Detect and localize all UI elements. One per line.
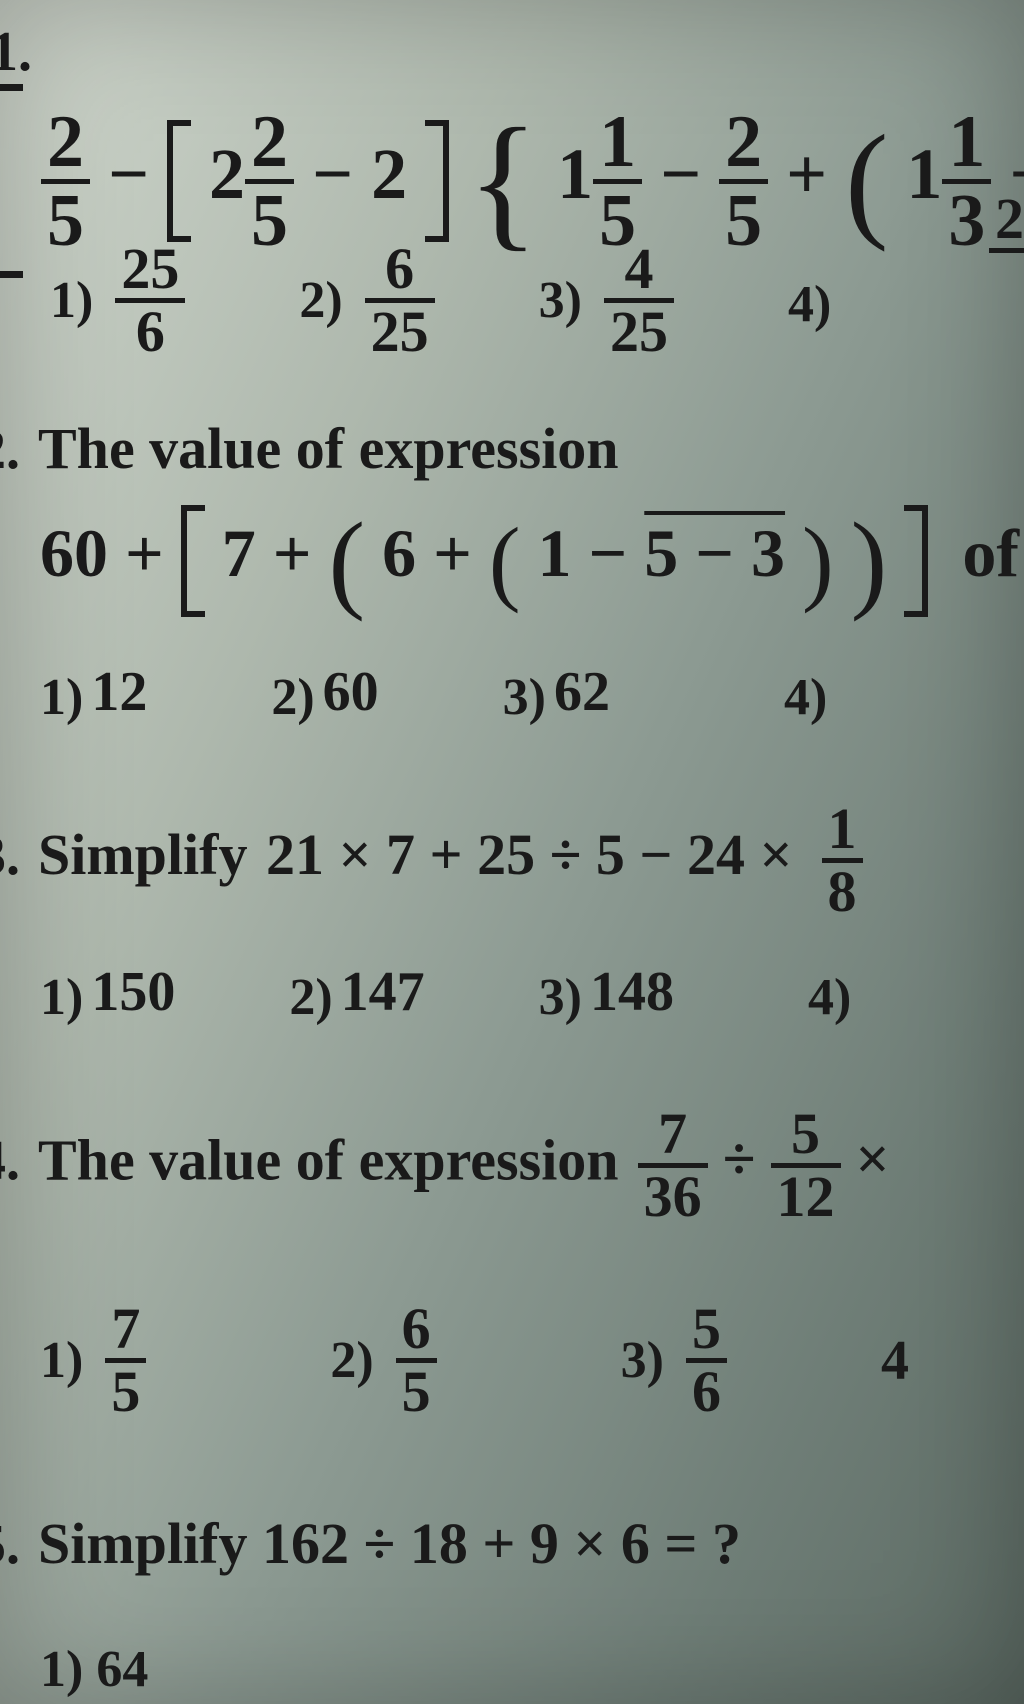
- mixed-int: 1: [906, 134, 942, 214]
- q4-opt2-label: 2): [330, 1331, 373, 1390]
- seven: 7: [222, 515, 256, 591]
- mixed-int: 1: [557, 134, 593, 214]
- minus: −: [108, 134, 149, 214]
- minus: −: [660, 134, 701, 214]
- q2-heading: 2. The value of expression: [0, 415, 1024, 482]
- frac-2-5b: 25: [245, 105, 294, 258]
- sixty: 60: [40, 515, 108, 591]
- q1-number: 1.: [0, 20, 32, 84]
- q4-opt1-label: 1): [40, 1331, 83, 1390]
- q5-number: 5.: [0, 1513, 20, 1577]
- q1-opt4-partial: 2: [989, 190, 1024, 311]
- q2-opt4-label: 4): [784, 668, 827, 727]
- q5-opt1-partial: 1) 64: [40, 1640, 148, 1699]
- frac-1-8: 18: [822, 800, 863, 921]
- q1-opt1-label: 1): [50, 271, 93, 330]
- q4-opt4-partial: 4: [881, 1329, 909, 1393]
- q2-opt2-label: 2): [271, 668, 314, 727]
- close-paren: ): [851, 500, 888, 622]
- q3-expr-pre: 21 × 7 + 25 ÷ 5 − 24 ×: [266, 822, 793, 887]
- q1-opt3: 425: [604, 240, 674, 361]
- q4-opt3: 56: [686, 1300, 727, 1421]
- open-paren: (: [329, 500, 366, 622]
- frac-2-5: 25: [41, 105, 90, 258]
- plus: +: [273, 515, 312, 591]
- vinculum-5-3: 5 − 3: [644, 515, 785, 591]
- plus: +: [786, 134, 827, 214]
- close-sq: [904, 505, 928, 617]
- q3-opt3: 148: [590, 961, 674, 1023]
- q4-opt2: 65: [396, 1300, 437, 1421]
- q3-opt1: 150: [91, 961, 175, 1023]
- q3-opt2-label: 2): [289, 968, 332, 1027]
- frac-7-36: 736: [638, 1105, 708, 1226]
- q5-text: Simplify 162 ÷ 18 + 9 × 6 = ?: [38, 1511, 741, 1576]
- q4-opt3-label: 3): [621, 1331, 664, 1390]
- q2-opt3-label: 3): [503, 668, 546, 727]
- q3-text: Simplify: [38, 822, 248, 887]
- one: 1: [538, 515, 572, 591]
- times: ×: [856, 1126, 890, 1192]
- frac-2-5c: 25: [719, 105, 768, 258]
- open-paren: (: [845, 109, 888, 253]
- q1-opt4-label: 4): [788, 275, 831, 334]
- frac-1-3: 13: [942, 105, 991, 258]
- q3-opt2: 147: [341, 961, 425, 1023]
- q2-opt1: 12: [91, 661, 147, 723]
- minus: −: [312, 134, 353, 214]
- open-inner-square: [167, 120, 191, 242]
- q4-line: 4. The value of expression 736 ÷ 512 ×: [0, 1105, 1024, 1226]
- q4-opt1: 75: [105, 1300, 146, 1421]
- open-sq: [181, 505, 205, 617]
- q2-opt3: 62: [554, 661, 610, 723]
- divide: ÷: [723, 1126, 756, 1192]
- open-square-bracket: [0, 84, 23, 278]
- q3-opt1-label: 1): [40, 968, 83, 1027]
- frac-1-5: 15: [593, 105, 642, 258]
- frac-5-12: 512: [771, 1105, 841, 1226]
- q1-options: 1) 256 2) 625 3) 425 4) 2: [50, 240, 1024, 361]
- q2-text: The value of expression: [38, 416, 619, 481]
- two: 2: [371, 134, 407, 214]
- of-word: of: [962, 515, 1019, 591]
- minus: −: [589, 515, 628, 591]
- q2-opt1-label: 1): [40, 668, 83, 727]
- q1-opt2-label: 2): [299, 271, 342, 330]
- q2-number: 2.: [0, 418, 20, 482]
- q5-line: 5. Simplify 162 ÷ 18 + 9 × 6 = ?: [0, 1510, 1024, 1577]
- q3-line: 3. Simplify 21 × 7 + 25 ÷ 5 − 24 × 18: [0, 800, 1024, 921]
- q3-opt3-label: 3): [539, 968, 582, 1027]
- q1-opt2: 625: [365, 240, 435, 361]
- mixed-int: 2: [209, 134, 245, 214]
- q4-text: The value of expression: [38, 1127, 619, 1192]
- close-inner-square: [425, 120, 449, 242]
- six: 6: [382, 515, 416, 591]
- q3-options: 1)150 2)147 3)148 4): [40, 960, 1020, 1027]
- q4-options: 1) 75 2) 65 3) 56 4: [40, 1300, 1020, 1421]
- q1-opt3-label: 3): [539, 271, 582, 330]
- q1-opt1: 256: [115, 240, 185, 361]
- q2-opt2: 60: [323, 661, 379, 723]
- plus: +: [433, 515, 472, 591]
- q5-partial-option: 1) 64: [40, 1640, 148, 1699]
- q2-options: 1)12 2)60 3)62 4): [40, 660, 1020, 727]
- q4-number: 4.: [0, 1129, 20, 1193]
- page: { "page": { "width": 1024, "height": 170…: [0, 0, 1024, 1704]
- close-paren-inner: ): [802, 508, 834, 614]
- plus: +: [125, 515, 164, 591]
- q2-expression: 60 + 7 + ( 6 + ( 1 − 5 − 3 ) ) of 127 is: [40, 500, 1024, 621]
- open-paren-inner: (: [489, 508, 521, 614]
- q3-opt4-label: 4): [808, 968, 851, 1027]
- q3-number: 3.: [0, 824, 20, 888]
